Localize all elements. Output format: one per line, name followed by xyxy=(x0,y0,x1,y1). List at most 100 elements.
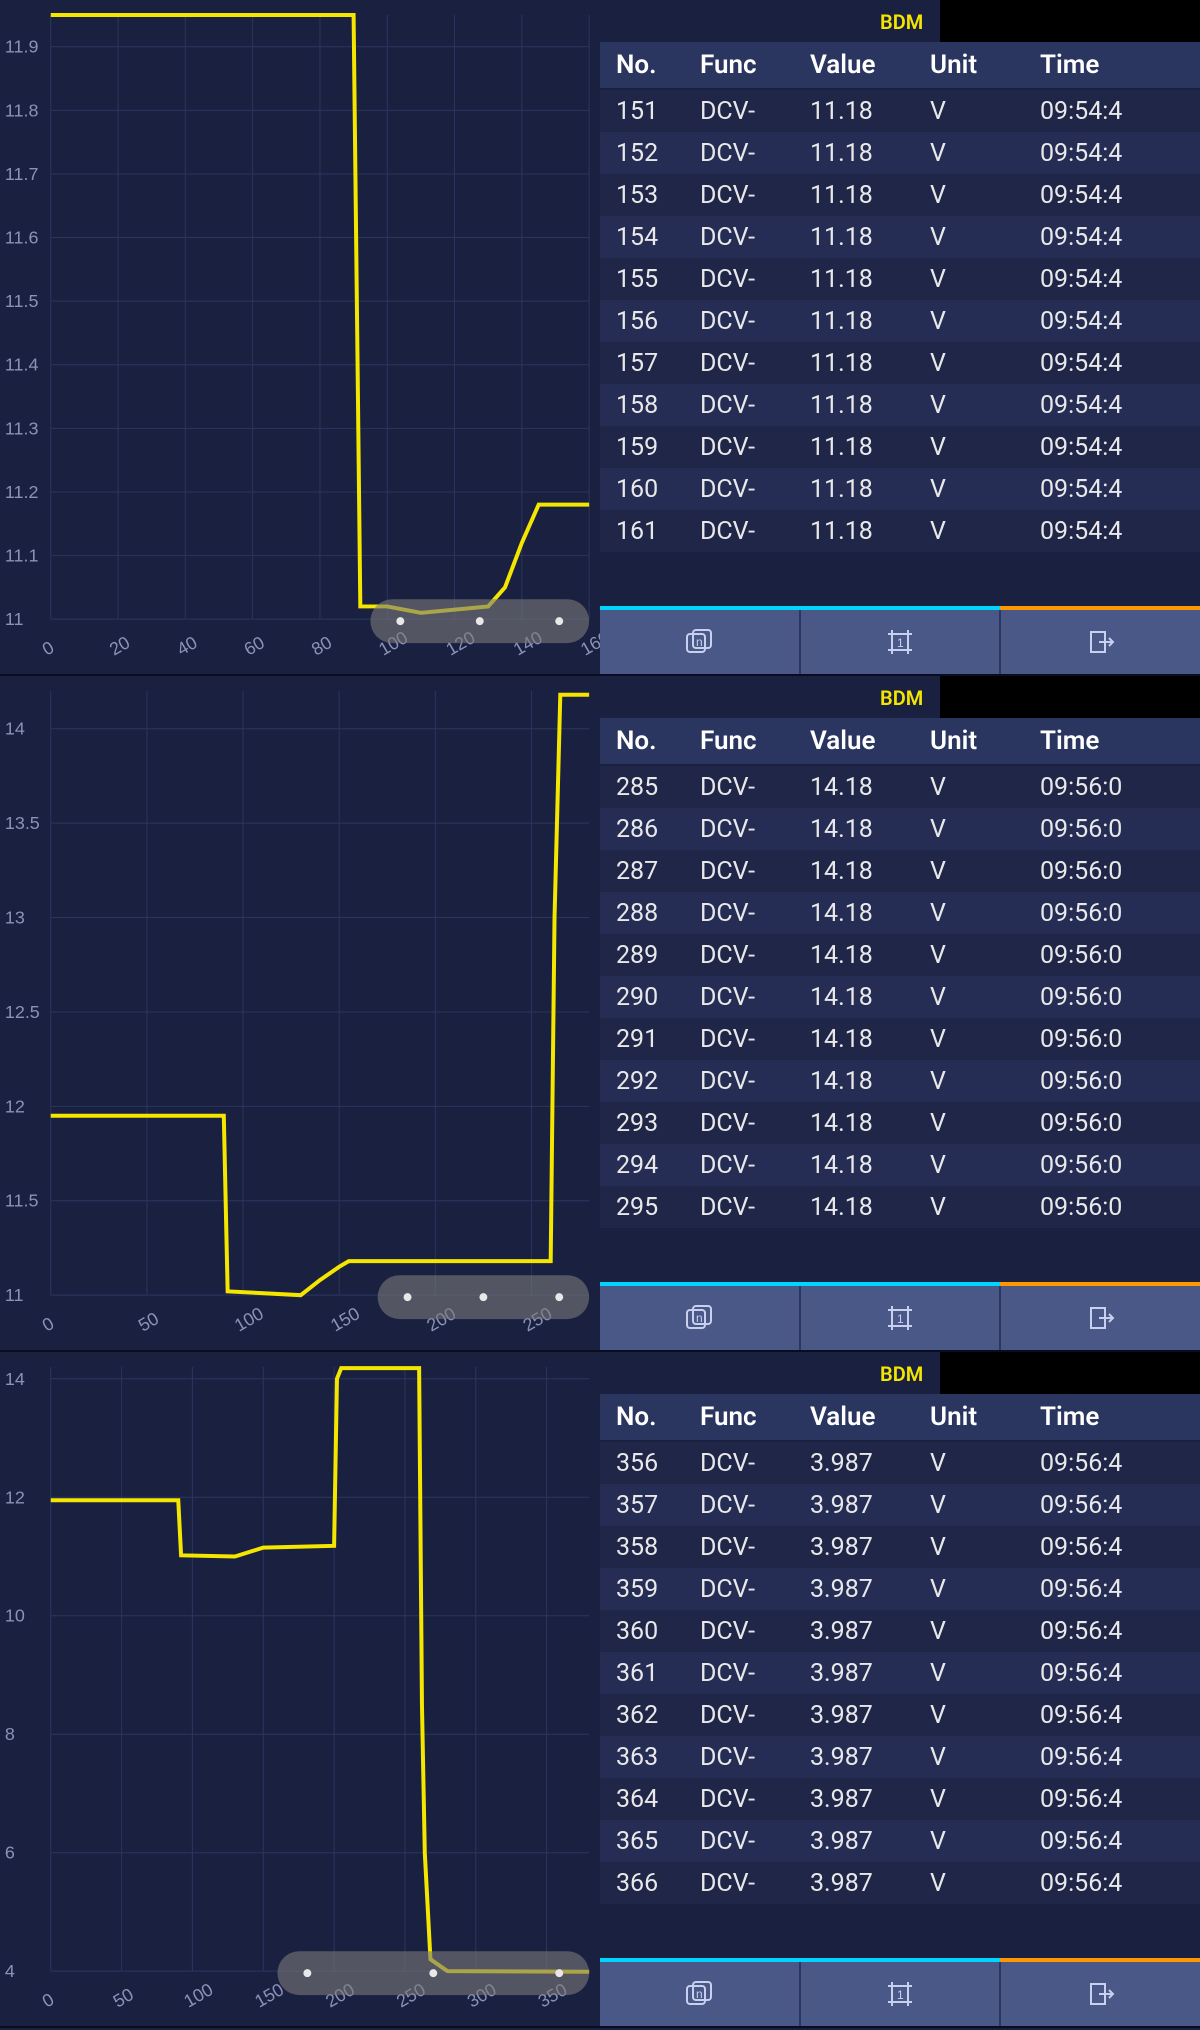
table-cell: 09:56:4 xyxy=(1040,1785,1200,1814)
table-row[interactable]: 155DCV-11.18V09:54:4 xyxy=(600,258,1200,300)
column-header[interactable]: Func xyxy=(700,726,810,756)
table-body[interactable]: 151DCV-11.18V09:54:4152DCV-11.18V09:54:4… xyxy=(600,90,1200,606)
slider-handle-dot xyxy=(303,1969,311,1977)
chart[interactable]: 1111.51212.51313.514050100150200250 xyxy=(0,676,600,1350)
column-header[interactable]: Func xyxy=(700,50,810,80)
table-row[interactable]: 361DCV-3.987V09:56:4 xyxy=(600,1652,1200,1694)
table-cell: 09:56:4 xyxy=(1040,1743,1200,1772)
column-header[interactable]: No. xyxy=(600,726,700,756)
column-header[interactable]: No. xyxy=(600,50,700,80)
table-row[interactable]: 363DCV-3.987V09:56:4 xyxy=(600,1736,1200,1778)
column-header[interactable]: Time xyxy=(1040,1402,1200,1432)
table-row[interactable]: 288DCV-14.18V09:56:0 xyxy=(600,892,1200,934)
column-header[interactable]: Value xyxy=(810,726,930,756)
table-row[interactable]: 157DCV-11.18V09:54:4 xyxy=(600,342,1200,384)
column-header[interactable]: Func xyxy=(700,1402,810,1432)
table-cell: 160 xyxy=(600,475,700,504)
table-cell: 3.987 xyxy=(810,1659,930,1688)
column-header[interactable]: Time xyxy=(1040,726,1200,756)
table-cell: 357 xyxy=(600,1491,700,1520)
y-axis-label: 11.5 xyxy=(5,291,39,311)
table-cell: DCV- xyxy=(700,983,810,1012)
table-row[interactable]: 159DCV-11.18V09:54:4 xyxy=(600,426,1200,468)
table-row[interactable]: 358DCV-3.987V09:56:4 xyxy=(600,1526,1200,1568)
table-cell: V xyxy=(930,1659,1040,1688)
select-button[interactable]: 1 xyxy=(801,1962,1002,2026)
table-cell: 11.18 xyxy=(810,517,930,546)
table-cell: 3.987 xyxy=(810,1491,930,1520)
column-header[interactable]: Value xyxy=(810,50,930,80)
record-button[interactable]: n xyxy=(600,610,801,674)
table-cell: 14.18 xyxy=(810,1025,930,1054)
chart[interactable]: 468101214050100150200250300350 xyxy=(0,1352,600,2026)
exit-icon xyxy=(1085,1978,1117,2010)
table-row[interactable]: 291DCV-14.18V09:56:0 xyxy=(600,1018,1200,1060)
exit-button[interactable] xyxy=(1001,1962,1200,2026)
table-cell: 09:54:4 xyxy=(1040,265,1200,294)
column-header[interactable]: Time xyxy=(1040,50,1200,80)
slider-handle-dot xyxy=(555,1969,563,1977)
table-cell: 09:56:4 xyxy=(1040,1659,1200,1688)
record-button[interactable]: n xyxy=(600,1962,801,2026)
table-cell: DCV- xyxy=(700,223,810,252)
table-row[interactable]: 153DCV-11.18V09:54:4 xyxy=(600,174,1200,216)
table-row[interactable]: 293DCV-14.18V09:56:0 xyxy=(600,1102,1200,1144)
table-cell: 09:56:4 xyxy=(1040,1869,1200,1898)
table-row[interactable]: 360DCV-3.987V09:56:4 xyxy=(600,1610,1200,1652)
table-cell: 09:56:0 xyxy=(1040,1193,1200,1222)
table-row[interactable]: 286DCV-14.18V09:56:0 xyxy=(600,808,1200,850)
bdm-label: BDM xyxy=(880,10,923,34)
exit-button[interactable] xyxy=(1001,610,1200,674)
table-row[interactable]: 289DCV-14.18V09:56:0 xyxy=(600,934,1200,976)
table-row[interactable]: 158DCV-11.18V09:54:4 xyxy=(600,384,1200,426)
column-header[interactable]: Unit xyxy=(930,1402,1040,1432)
chart-area: 468101214050100150200250300350 xyxy=(0,1352,600,2026)
table-cell: V xyxy=(930,265,1040,294)
table-row[interactable]: 154DCV-11.18V09:54:4 xyxy=(600,216,1200,258)
table-cell: DCV- xyxy=(700,1869,810,1898)
y-axis-label: 4 xyxy=(5,1961,15,1981)
table-row[interactable]: 365DCV-3.987V09:56:4 xyxy=(600,1820,1200,1862)
table-row[interactable]: 161DCV-11.18V09:54:4 xyxy=(600,510,1200,552)
column-header[interactable]: No. xyxy=(600,1402,700,1432)
table-row[interactable]: 292DCV-14.18V09:56:0 xyxy=(600,1060,1200,1102)
column-header[interactable]: Unit xyxy=(930,726,1040,756)
table-cell: V xyxy=(930,475,1040,504)
column-header[interactable]: Unit xyxy=(930,50,1040,80)
y-axis-label: 10 xyxy=(5,1606,25,1626)
table-row[interactable]: 290DCV-14.18V09:56:0 xyxy=(600,976,1200,1018)
table-row[interactable]: 295DCV-14.18V09:56:0 xyxy=(600,1186,1200,1228)
toolbar-accent-right xyxy=(1000,1282,1200,1286)
column-header[interactable]: Value xyxy=(810,1402,930,1432)
table-cell: DCV- xyxy=(700,1575,810,1604)
exit-button[interactable] xyxy=(1001,1286,1200,1350)
table-cell: 3.987 xyxy=(810,1449,930,1478)
select-button[interactable]: 1 xyxy=(801,1286,1002,1350)
table-cell: DCV- xyxy=(700,1701,810,1730)
table-cell: 291 xyxy=(600,1025,700,1054)
table-row[interactable]: 362DCV-3.987V09:56:4 xyxy=(600,1694,1200,1736)
table-row[interactable]: 356DCV-3.987V09:56:4 xyxy=(600,1442,1200,1484)
table-row[interactable]: 151DCV-11.18V09:54:4 xyxy=(600,90,1200,132)
x-axis-label: 40 xyxy=(173,632,200,659)
table-row[interactable]: 359DCV-3.987V09:56:4 xyxy=(600,1568,1200,1610)
table-row[interactable]: 294DCV-14.18V09:56:0 xyxy=(600,1144,1200,1186)
table-row[interactable]: 152DCV-11.18V09:54:4 xyxy=(600,132,1200,174)
table-row[interactable]: 285DCV-14.18V09:56:0 xyxy=(600,766,1200,808)
table-body[interactable]: 285DCV-14.18V09:56:0286DCV-14.18V09:56:0… xyxy=(600,766,1200,1282)
table-cell: DCV- xyxy=(700,773,810,802)
table-row[interactable]: 160DCV-11.18V09:54:4 xyxy=(600,468,1200,510)
table-row[interactable]: 364DCV-3.987V09:56:4 xyxy=(600,1778,1200,1820)
table-row[interactable]: 156DCV-11.18V09:54:4 xyxy=(600,300,1200,342)
y-axis-label: 11.7 xyxy=(5,164,39,184)
table-row[interactable]: 287DCV-14.18V09:56:0 xyxy=(600,850,1200,892)
table-body[interactable]: 356DCV-3.987V09:56:4357DCV-3.987V09:56:4… xyxy=(600,1442,1200,1958)
table-row[interactable]: 357DCV-3.987V09:56:4 xyxy=(600,1484,1200,1526)
chart[interactable]: 1111.111.211.311.411.511.611.711.811.902… xyxy=(0,0,600,674)
table-cell: DCV- xyxy=(700,1151,810,1180)
table-cell: V xyxy=(930,1193,1040,1222)
table-row[interactable]: 366DCV-3.987V09:56:4 xyxy=(600,1862,1200,1904)
select-button[interactable]: 1 xyxy=(801,610,1002,674)
x-axis-label: 0 xyxy=(39,1313,58,1335)
record-button[interactable]: n xyxy=(600,1286,801,1350)
